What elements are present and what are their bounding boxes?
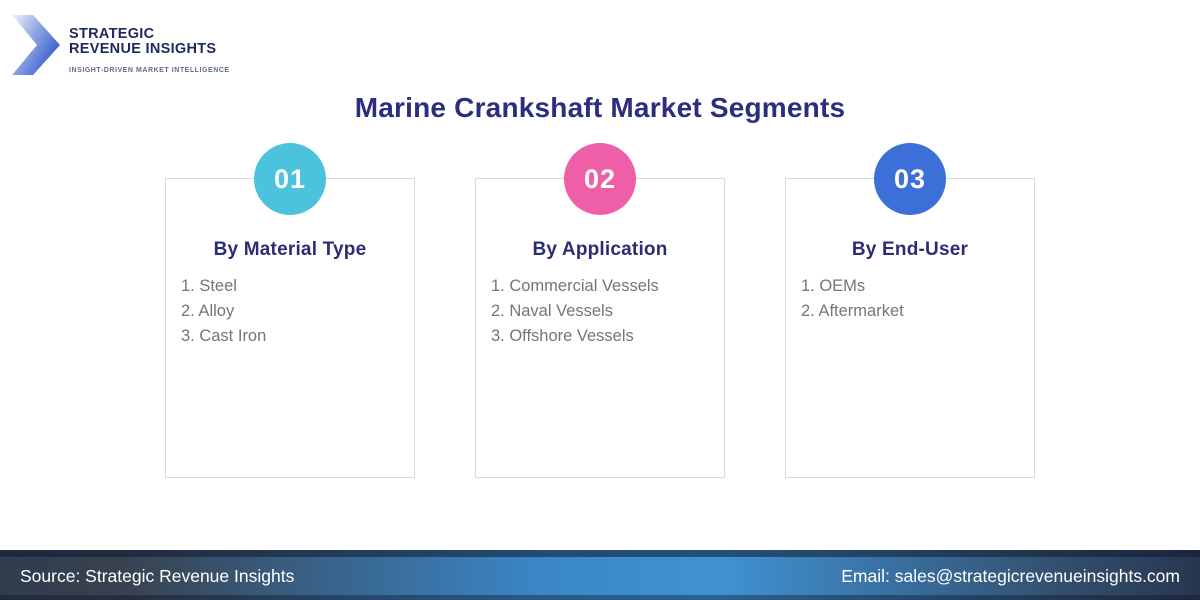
segment-number-badge-3: 03 bbox=[874, 143, 946, 215]
segment-card-end-user: 03 By End-User 1. OEMs 2. Aftermarket bbox=[785, 143, 1035, 478]
footer-email-text: Email: sales@strategicrevenueinsights.co… bbox=[841, 565, 1180, 586]
segment-number-badge-1: 01 bbox=[254, 143, 326, 215]
logo-tagline: INSIGHT-DRIVEN MARKET INTELLIGENCE bbox=[69, 67, 230, 74]
segment-card-material-type: 01 By Material Type 1. Steel 2. Alloy 3.… bbox=[165, 143, 415, 478]
footer-source-text: Source: Strategic Revenue Insights bbox=[20, 565, 295, 586]
logo-name: STRATEGIC REVENUE INSIGHTS bbox=[69, 27, 230, 57]
segment-item: 3. Cast Iron bbox=[181, 327, 267, 345]
segment-number-badge-2: 02 bbox=[564, 143, 636, 215]
logo-chevron-icon bbox=[12, 15, 60, 75]
segment-item: 2. Alloy bbox=[181, 302, 235, 320]
logo-name-line1: STRATEGIC bbox=[69, 26, 155, 42]
logo-name-line2: REVENUE INSIGHTS bbox=[69, 41, 217, 57]
segment-card-application: 02 By Application 1. Commercial Vessels … bbox=[475, 143, 725, 478]
segment-heading-material-type: By Material Type bbox=[213, 239, 367, 260]
segment-item: 2. Aftermarket bbox=[801, 302, 904, 320]
segment-list-material-type: 1. Steel 2. Alloy 3. Cast Iron bbox=[166, 274, 414, 349]
segment-item: 1. Steel bbox=[181, 277, 237, 295]
segment-item: 1. OEMs bbox=[801, 277, 866, 295]
segment-heading-end-user: By End-User bbox=[851, 239, 969, 260]
segment-heading-application: By Application bbox=[532, 239, 668, 260]
segment-list-application: 1. Commercial Vessels 2. Naval Vessels 3… bbox=[476, 274, 724, 349]
segment-item: 2. Naval Vessels bbox=[491, 302, 613, 320]
page-title: Marine Crankshaft Market Segments bbox=[354, 92, 846, 123]
segment-item: 3. Offshore Vessels bbox=[491, 327, 634, 345]
segment-item: 1. Commercial Vessels bbox=[491, 277, 659, 295]
segment-list-end-user: 1. OEMs 2. Aftermarket bbox=[786, 274, 1034, 324]
footer-bar: Source: Strategic Revenue Insights Email… bbox=[0, 550, 1200, 600]
logo: STRATEGIC REVENUE INSIGHTS INSIGHT-DRIVE… bbox=[12, 15, 230, 75]
